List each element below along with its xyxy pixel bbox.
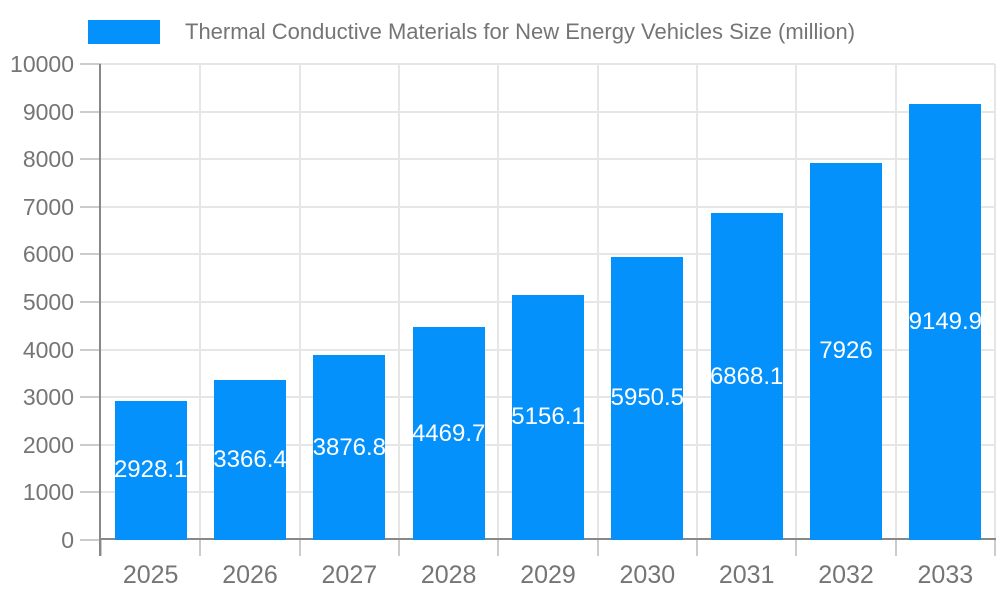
- bar-2032: [810, 162, 882, 540]
- x-axis-tick: [994, 540, 996, 556]
- bar-value-label: 7926: [819, 337, 873, 365]
- x-tick-label: 2027: [321, 561, 378, 589]
- bar-2033: [909, 104, 982, 540]
- y-axis-tick: [80, 349, 101, 351]
- gridline-v: [895, 64, 897, 540]
- y-axis-tick: [80, 491, 101, 493]
- y-axis-tick: [80, 301, 101, 303]
- bar-2031: [710, 213, 783, 540]
- gridline-h: [101, 158, 995, 160]
- x-axis-tick: [398, 540, 400, 556]
- y-axis-tick: [80, 63, 101, 65]
- gridline-v: [199, 64, 201, 540]
- x-axis-tick: [597, 540, 599, 556]
- y-tick-label: 5000: [22, 289, 74, 315]
- x-tick-label: 2030: [619, 561, 676, 589]
- y-tick-label: 6000: [22, 241, 74, 267]
- y-tick-label: 0: [61, 527, 74, 553]
- bar-value-label: 4469.7: [411, 419, 486, 447]
- y-axis-tick: [80, 444, 101, 446]
- gridline-v: [299, 64, 301, 540]
- gridline-v: [994, 64, 996, 540]
- x-tick-label: 2028: [420, 561, 477, 589]
- gridline-v: [696, 64, 698, 540]
- legend-label: Thermal Conductive Materials for New Ene…: [185, 19, 856, 44]
- y-axis-tick: [80, 158, 101, 160]
- y-axis-tick: [80, 396, 101, 398]
- x-tick-label: 2033: [917, 561, 974, 589]
- x-tick-label: 2026: [222, 561, 278, 589]
- y-tick-label: 4000: [22, 337, 74, 363]
- y-tick-label: 3000: [22, 384, 74, 410]
- x-tick-label: 2032: [818, 561, 874, 589]
- gridline-v: [497, 64, 499, 540]
- bar-value-label: 3876.8: [312, 433, 387, 461]
- x-axis-tick: [895, 540, 897, 556]
- y-axis-line: [99, 64, 101, 556]
- x-axis-tick: [299, 540, 301, 556]
- x-tick-label: 2031: [718, 561, 775, 589]
- x-axis-tick: [100, 540, 102, 556]
- y-axis-tick: [80, 111, 101, 113]
- bar-value-label: 9149.9: [908, 308, 983, 336]
- gridline-v: [597, 64, 599, 540]
- gridline-h: [101, 63, 995, 65]
- x-axis-tick: [696, 540, 698, 556]
- bar-value-label: 5950.5: [610, 384, 685, 412]
- x-tick-label: 2025: [122, 561, 179, 589]
- y-axis-tick: [80, 253, 101, 255]
- x-axis-tick: [795, 540, 797, 556]
- y-tick-label: 10000: [10, 51, 74, 77]
- gridline-h: [101, 253, 995, 255]
- gridline-v: [795, 64, 797, 540]
- y-tick-label: 7000: [22, 194, 74, 220]
- bar-2028: [412, 327, 485, 540]
- y-tick-label: 8000: [22, 146, 74, 172]
- legend-swatch: [88, 20, 160, 44]
- x-axis-tick: [497, 540, 499, 556]
- y-axis-tick: [80, 206, 101, 208]
- bar-2027: [313, 355, 386, 540]
- legend: Thermal Conductive Materials for New Ene…: [0, 0, 1000, 56]
- bar-value-label: 2928.1: [113, 456, 188, 484]
- bar-2030: [611, 256, 684, 540]
- x-tick-label: 2029: [520, 561, 576, 589]
- bar-value-label: 5156.1: [511, 403, 585, 431]
- bar-value-label: 6868.1: [709, 362, 784, 390]
- y-tick-label: 2000: [22, 432, 74, 458]
- bar-value-label: 3366.4: [213, 445, 287, 473]
- bar-2029: [512, 294, 584, 540]
- bar-2026: [214, 379, 286, 540]
- gridline-h: [101, 111, 995, 113]
- x-axis-tick: [199, 540, 201, 556]
- gridline-h: [101, 206, 995, 208]
- y-tick-label: 1000: [22, 479, 74, 505]
- bar-2025: [114, 400, 187, 540]
- gridline-v: [398, 64, 400, 540]
- y-axis-tick: [80, 539, 101, 541]
- y-tick-label: 9000: [22, 99, 74, 125]
